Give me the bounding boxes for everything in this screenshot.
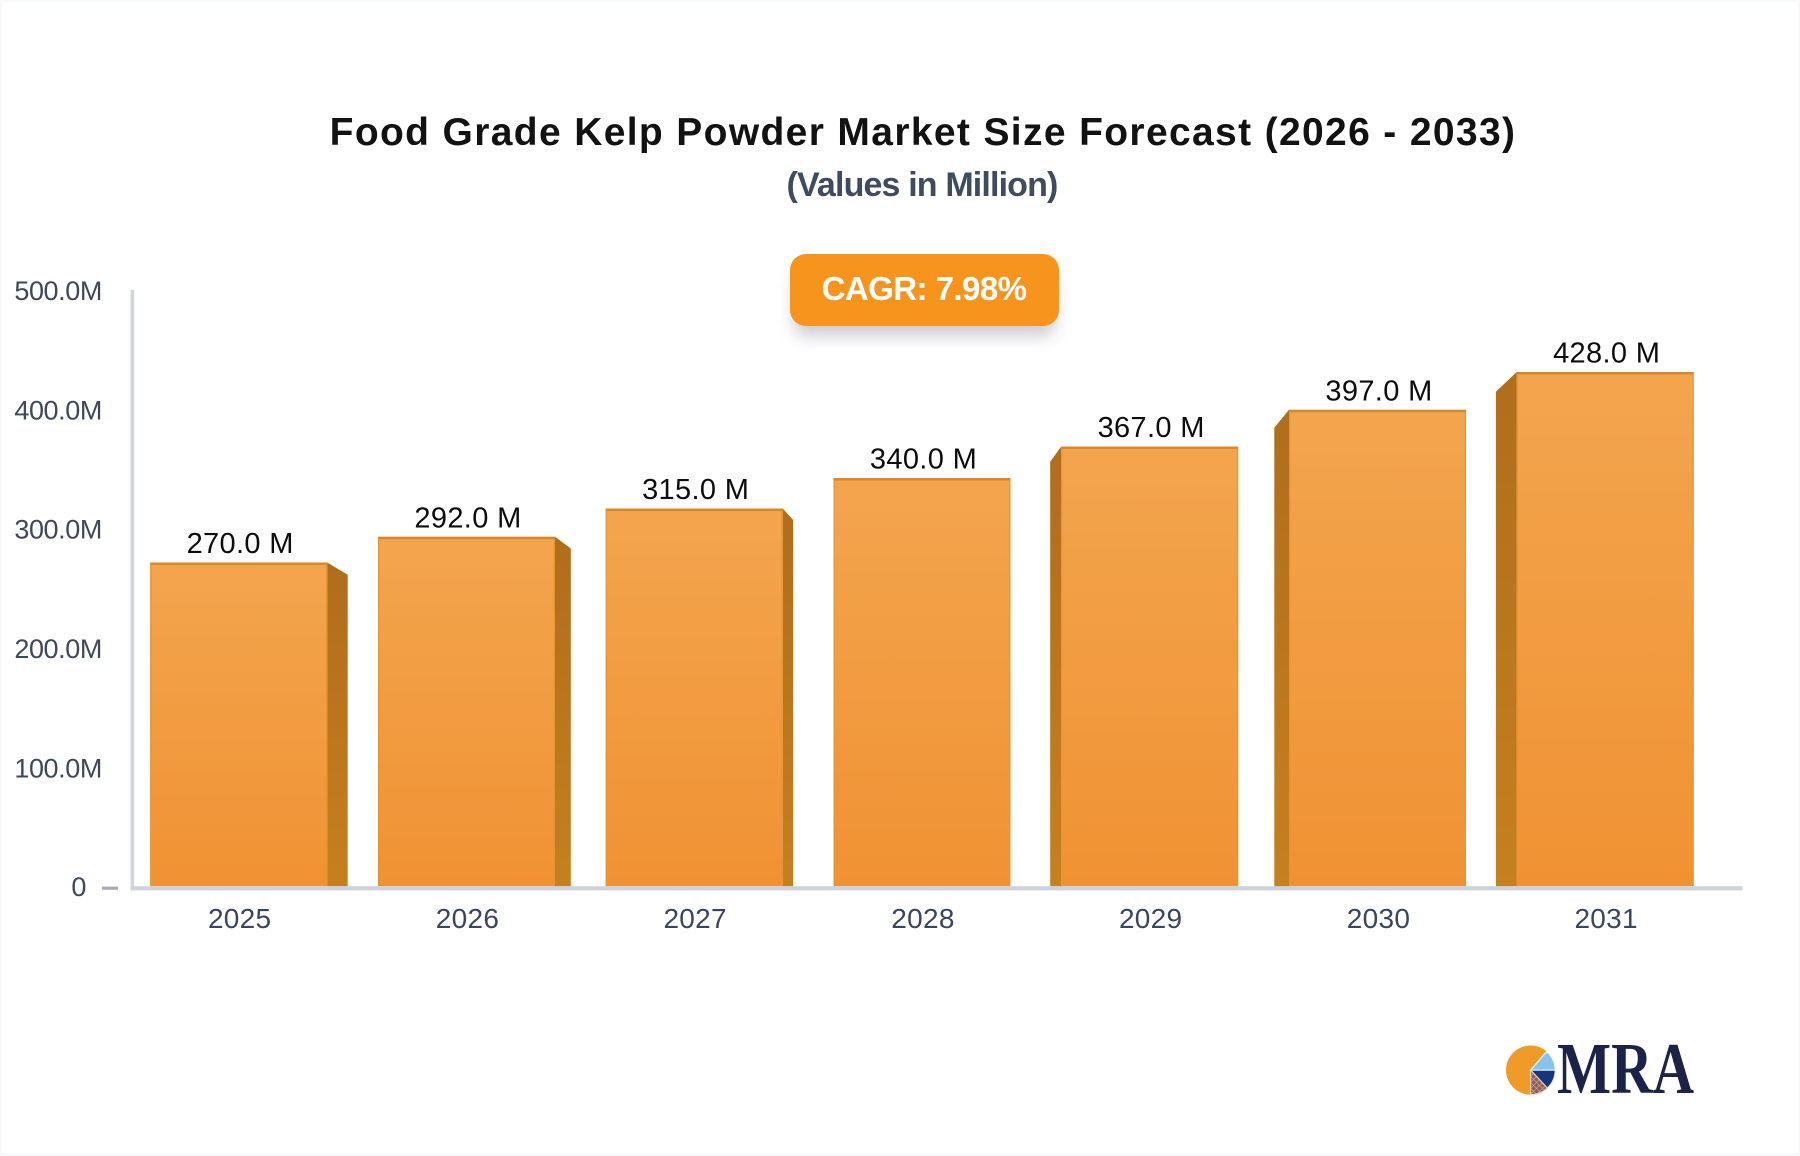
svg-text:340.0 M: 340.0 M: [870, 444, 977, 476]
svg-text:2026: 2026: [436, 903, 500, 934]
svg-text:300.0M: 300.0M: [14, 515, 102, 545]
svg-text:315.0 M: 315.0 M: [642, 474, 749, 506]
svg-text:397.0 M: 397.0 M: [1325, 375, 1432, 407]
svg-text:270.0 M: 270.0 M: [187, 528, 294, 560]
svg-text:292.0 M: 292.0 M: [414, 502, 521, 534]
svg-text:2029: 2029: [1119, 903, 1183, 934]
svg-text:400.0M: 400.0M: [14, 396, 102, 426]
svg-text:367.0 M: 367.0 M: [1098, 412, 1205, 444]
svg-text:2031: 2031: [1574, 903, 1638, 934]
svg-text:2027: 2027: [663, 903, 727, 934]
svg-text:2028: 2028: [891, 903, 955, 934]
svg-text:MRA: MRA: [1557, 1028, 1694, 1109]
svg-text:2025: 2025: [208, 903, 272, 934]
svg-text:500.0M: 500.0M: [14, 276, 102, 306]
svg-text:100.0M: 100.0M: [14, 753, 102, 783]
svg-text:2030: 2030: [1347, 903, 1411, 934]
svg-text:200.0M: 200.0M: [14, 634, 102, 664]
svg-text:428.0 M: 428.0 M: [1553, 338, 1660, 370]
svg-text:0: 0: [71, 872, 86, 902]
